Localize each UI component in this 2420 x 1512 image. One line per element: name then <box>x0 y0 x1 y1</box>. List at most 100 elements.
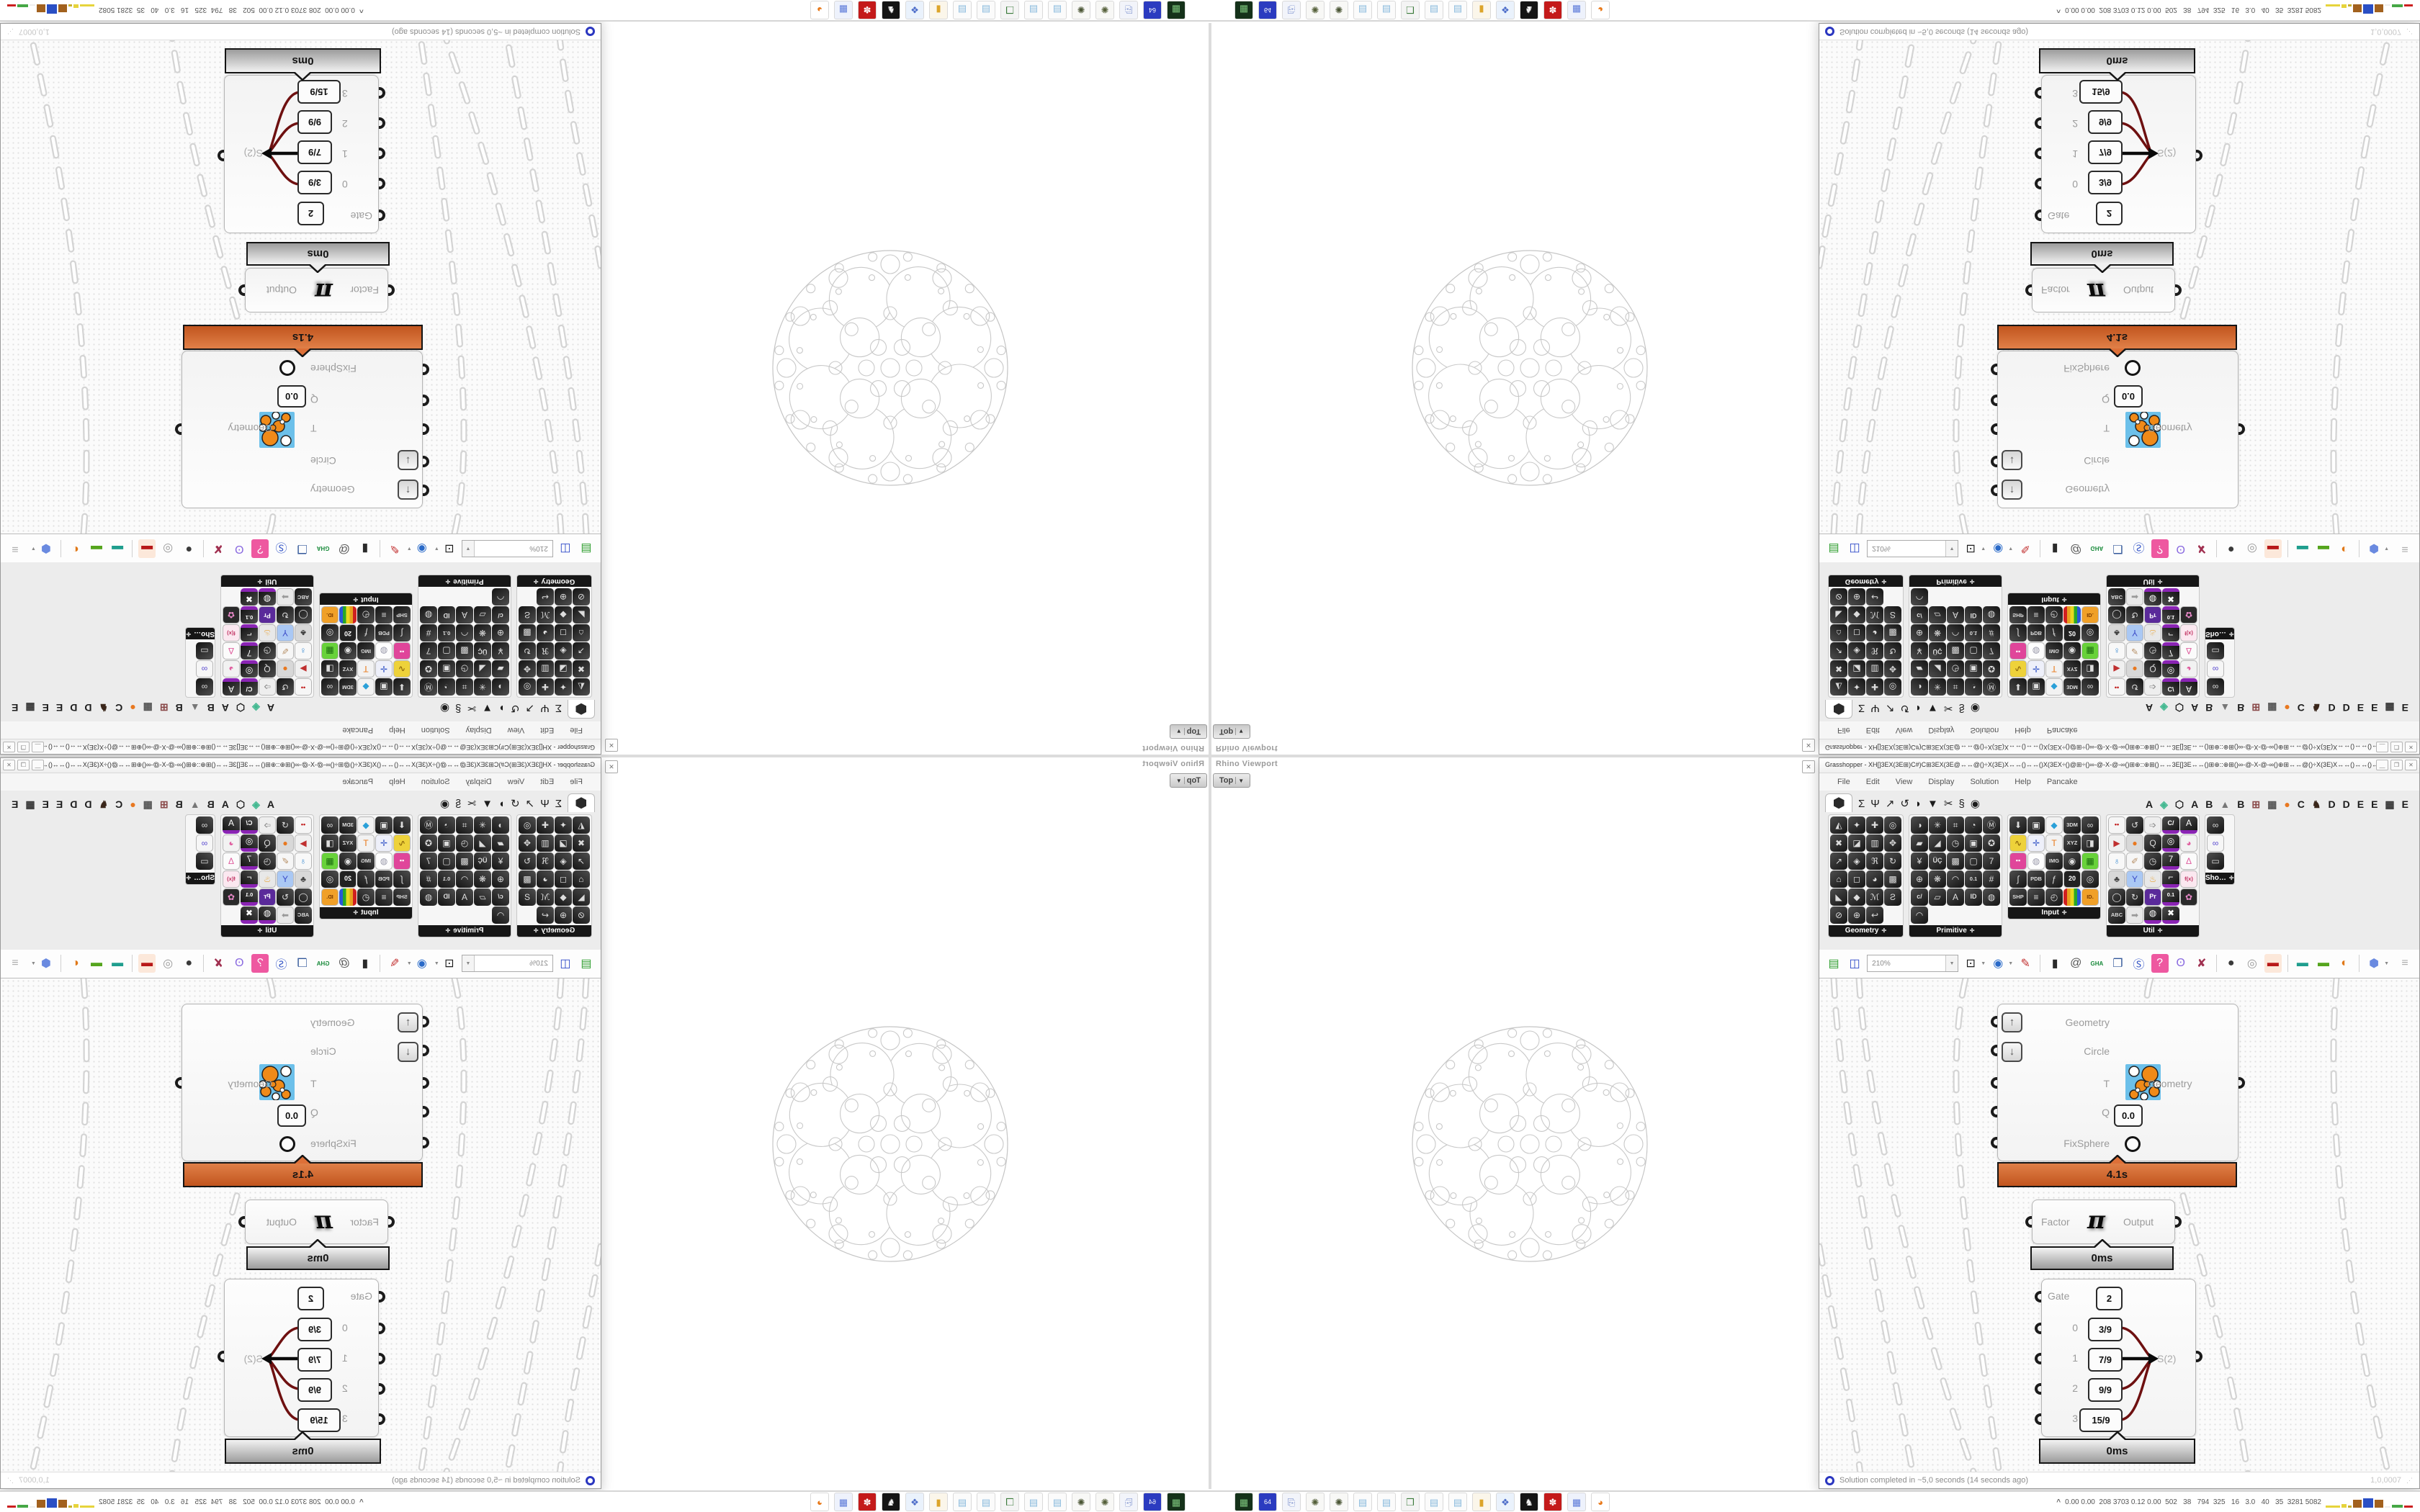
palette-icon[interactable]: ◑ <box>492 816 509 834</box>
chevron-down-icon[interactable]: ▼ <box>406 546 412 552</box>
palette-icon[interactable]: ◍ <box>420 888 437 906</box>
palette-icon[interactable]: ▦ <box>321 852 339 870</box>
taskbar-icon[interactable]: ▤ <box>953 1 972 19</box>
palette-icon[interactable]: ◎ <box>2081 624 2099 642</box>
palette-icon[interactable]: Δ <box>2180 642 2197 660</box>
palette-icon[interactable]: ◈ <box>1848 642 1865 660</box>
palette-icon[interactable]: ◪ <box>555 660 572 678</box>
palette-icon[interactable]: ▌ <box>2063 888 2081 906</box>
view-settings-icon[interactable]: ◉ <box>416 541 427 554</box>
output-socket[interactable] <box>218 1350 224 1362</box>
exposure-icon[interactable]: ▮ <box>2051 958 2058 971</box>
tab-7[interactable]: ✂ <box>1943 797 1953 810</box>
tab-25[interactable]: E <box>42 798 49 810</box>
palette-icon[interactable]: ✪ <box>1983 660 2000 678</box>
tab-10[interactable]: A <box>266 798 275 810</box>
q-value-box[interactable]: 0.0 <box>2114 1104 2143 1127</box>
preview-off-icon[interactable]: ● <box>2227 957 2235 970</box>
input-socket[interactable] <box>1991 1105 1997 1117</box>
lightbulb-icon[interactable]: ʘ <box>2176 957 2185 970</box>
palette-icon[interactable]: ◕ <box>537 870 554 888</box>
palette-icon[interactable]: IMG <box>357 642 375 660</box>
palette-icon[interactable]: Q <box>259 834 276 852</box>
palette-icon[interactable]: ◠ <box>1947 870 1964 888</box>
fixsphere-toggle[interactable] <box>2125 1135 2141 1152</box>
taskbar-icon[interactable]: ✺ <box>1306 1493 1325 1511</box>
zoom-extents-icon[interactable]: ⊡ <box>444 958 454 971</box>
palette-icon[interactable]: ◭ <box>573 678 590 696</box>
zoom-dropdown[interactable]: 210% ▼ <box>461 955 553 973</box>
palette-icon[interactable]: ◣ <box>1830 888 1847 906</box>
palette-icon[interactable]: Δ <box>223 852 240 870</box>
palette-icon[interactable]: ∫ <box>393 624 411 642</box>
palette-icon[interactable]: ✐ <box>2126 642 2143 660</box>
search-script-icon[interactable]: Ⓢ <box>275 540 287 553</box>
palette-icon[interactable]: A <box>2180 816 2197 834</box>
palette-icon[interactable]: ⬇ <box>2009 816 2027 834</box>
taskbar-icon[interactable]: ▤ <box>977 1493 995 1511</box>
palette-icon[interactable]: ID. <box>2081 606 2099 624</box>
palette-icon[interactable]: ◠ <box>1911 906 1928 924</box>
palette-icon[interactable]: ÜÇ <box>1929 642 1946 660</box>
tab-16[interactable]: B <box>175 702 183 714</box>
tab-20[interactable]: C <box>2297 702 2305 714</box>
menu-edit[interactable]: Edit <box>1865 777 1880 786</box>
preview-off-icon[interactable]: ● <box>2227 542 2235 555</box>
lightbulb-icon[interactable]: ʘ <box>235 957 244 970</box>
panel-label-bar[interactable]: Util ✚ <box>2107 575 2199 588</box>
palette-icon[interactable]: ▣ <box>438 834 455 852</box>
panel-expand-icon[interactable]: ✚ <box>257 577 263 585</box>
palette-icon[interactable]: ⊕ <box>555 588 572 606</box>
palette-icon[interactable]: IMG <box>357 852 375 870</box>
search-script-icon[interactable]: Ⓢ <box>2133 540 2145 553</box>
taskbar-icon[interactable]: ❖ <box>905 1 924 19</box>
palette-icon[interactable]: ◆ <box>357 816 375 834</box>
palette-icon[interactable]: T <box>357 834 375 852</box>
graft-button[interactable]: ↓ <box>398 1041 418 1062</box>
palette-icon[interactable]: Ƨ <box>519 888 536 906</box>
palette-icon[interactable]: ≡ <box>2027 888 2045 906</box>
palette-icon[interactable]: ⌗ <box>1947 816 1964 834</box>
palette-icon[interactable]: ∞ <box>2207 816 2224 834</box>
palette-icon[interactable]: ID <box>1965 606 1982 624</box>
panel-expand-icon[interactable]: ✚ <box>2061 595 2067 603</box>
minimize-button[interactable]: ⎽ <box>2376 741 2388 752</box>
tab-14[interactable]: B <box>2205 798 2213 810</box>
palette-icon[interactable]: ▩ <box>519 624 536 642</box>
menu-help[interactable]: Help <box>389 777 405 786</box>
preview-split-icon[interactable]: ◐ <box>2341 957 2348 970</box>
palette-icon[interactable]: ● <box>2126 834 2143 852</box>
taskbar-icon[interactable]: ✺ <box>1330 1493 1348 1511</box>
palette-icon[interactable]: 7 <box>2162 642 2179 660</box>
palette-icon[interactable]: ◑ <box>492 678 509 696</box>
panel-expand-icon[interactable]: ✚ <box>1881 577 1887 585</box>
tab-11[interactable]: ◈ <box>252 798 260 810</box>
palette-icon[interactable]: ♨ <box>2144 870 2161 888</box>
palette-icon[interactable]: ▩ <box>1947 852 1964 870</box>
palette-icon[interactable]: 7 <box>2162 852 2179 870</box>
output-socket[interactable] <box>2196 1350 2202 1362</box>
palette-icon[interactable]: ◷ <box>1947 660 1964 678</box>
tab-3[interactable]: ↗ <box>525 702 535 715</box>
palette-icon[interactable]: ⊕ <box>492 870 509 888</box>
palette-icon[interactable]: ⊕ <box>1911 870 1928 888</box>
palette-icon[interactable]: ↻ <box>1884 642 1901 660</box>
palette-icon[interactable]: SHP <box>2009 888 2027 906</box>
palette-icon[interactable]: ● <box>277 834 294 852</box>
taskbar-icon[interactable]: ⎘ <box>1282 1 1301 19</box>
palette-icon[interactable]: ◎ <box>241 660 258 678</box>
palette-icon[interactable]: ▶ <box>295 660 312 678</box>
menu-view[interactable]: View <box>1895 777 1913 786</box>
palette-icon[interactable]: ◑ <box>1911 816 1928 834</box>
palette-icon[interactable]: ◢ <box>1929 834 1946 852</box>
tab-3[interactable]: ↗ <box>525 797 535 810</box>
palette-icon[interactable]: ¥ <box>492 642 509 660</box>
menu-help[interactable]: Help <box>389 726 405 735</box>
panel-label-bar[interactable]: Input ✚ <box>2008 593 2100 606</box>
palette-icon[interactable]: ➡ <box>2126 588 2143 606</box>
palette-icon[interactable]: ▰ <box>1911 834 1928 852</box>
tab-12[interactable]: ⬡ <box>236 702 246 714</box>
palette-icon[interactable]: ▢ <box>438 852 455 870</box>
lightbulb-icon[interactable]: ʘ <box>235 542 244 555</box>
palette-icon[interactable]: ⊕ <box>555 906 572 924</box>
